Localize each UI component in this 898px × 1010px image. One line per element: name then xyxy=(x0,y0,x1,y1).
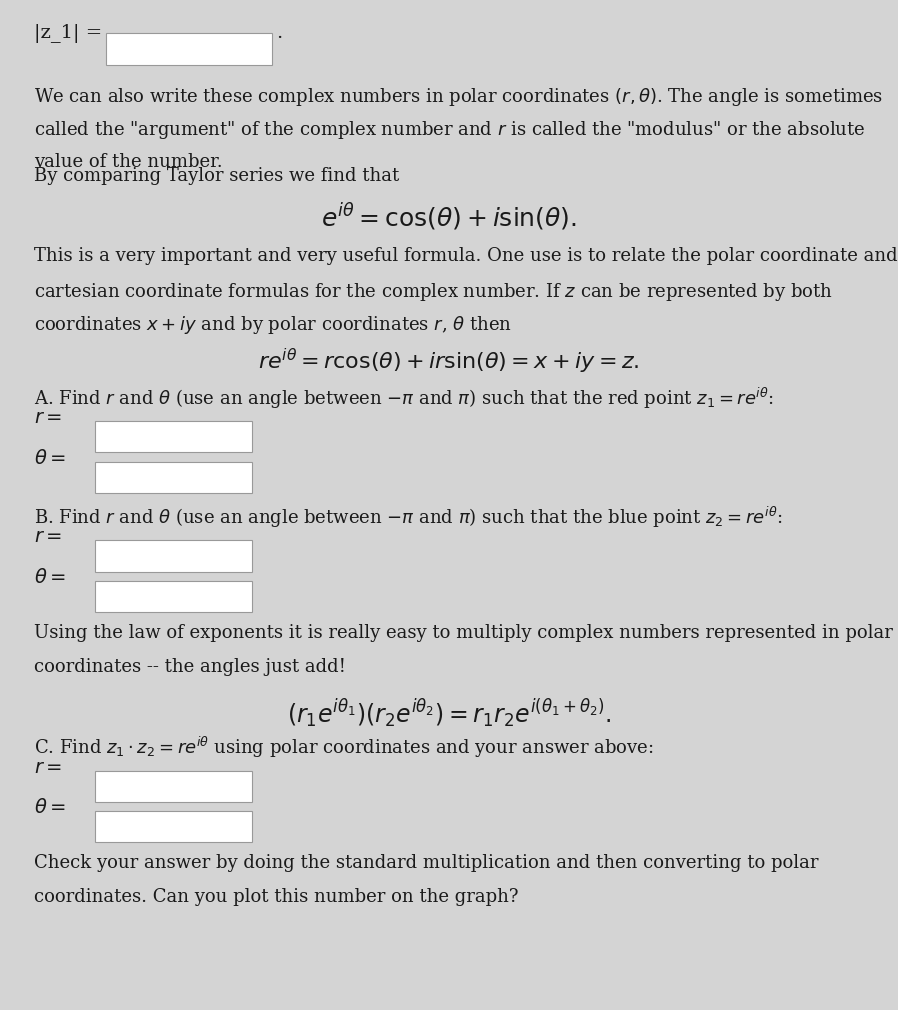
Text: value of the number.: value of the number. xyxy=(34,153,223,171)
Text: C. Find $z_1 \cdot z_2 = re^{i\theta}$ using polar coordinates and your answer a: C. Find $z_1 \cdot z_2 = re^{i\theta}$ u… xyxy=(34,735,654,761)
Text: We can also write these complex numbers in polar coordinates $(r, \theta)$. The : We can also write these complex numbers … xyxy=(34,86,884,108)
FancyBboxPatch shape xyxy=(95,581,252,612)
Text: .: . xyxy=(276,24,282,42)
Text: Check your answer by doing the standard multiplication and then converting to po: Check your answer by doing the standard … xyxy=(34,854,819,873)
Text: Using the law of exponents it is really easy to multiply complex numbers represe: Using the law of exponents it is really … xyxy=(34,624,893,642)
Text: $e^{i\theta} = \cos(\theta) + i\sin(\theta).$: $e^{i\theta} = \cos(\theta) + i\sin(\the… xyxy=(321,202,577,233)
Text: $r = $: $r = $ xyxy=(34,528,62,546)
Text: coordinates $x + iy$ and by polar coordinates $r$, $\theta$ then: coordinates $x + iy$ and by polar coordi… xyxy=(34,314,512,336)
FancyBboxPatch shape xyxy=(95,462,252,493)
FancyBboxPatch shape xyxy=(95,540,252,572)
Text: This is a very important and very useful formula. One use is to relate the polar: This is a very important and very useful… xyxy=(34,247,898,266)
FancyBboxPatch shape xyxy=(95,421,252,452)
Text: $(r_1 e^{i\theta_1})(r_2 e^{i\theta_2}) = r_1 r_2 e^{i(\theta_1+\theta_2)}.$: $(r_1 e^{i\theta_1})(r_2 e^{i\theta_2}) … xyxy=(286,697,612,729)
Text: B. Find $r$ and $\theta$ (use an angle between $-\pi$ and $\pi$) such that the b: B. Find $r$ and $\theta$ (use an angle b… xyxy=(34,505,783,530)
Text: $re^{i\theta} = r\cos(\theta) + ir\sin(\theta) = x + iy = z.$: $re^{i\theta} = r\cos(\theta) + ir\sin(\… xyxy=(259,346,639,376)
Text: $\theta = $: $\theta = $ xyxy=(34,568,66,587)
FancyBboxPatch shape xyxy=(106,33,272,65)
Text: coordinates. Can you plot this number on the graph?: coordinates. Can you plot this number on… xyxy=(34,888,519,906)
Text: By comparing Taylor series we find that: By comparing Taylor series we find that xyxy=(34,167,400,185)
Text: coordinates -- the angles just add!: coordinates -- the angles just add! xyxy=(34,658,346,676)
Text: A. Find $r$ and $\theta$ (use an angle between $-\pi$ and $\pi$) such that the r: A. Find $r$ and $\theta$ (use an angle b… xyxy=(34,386,774,411)
FancyBboxPatch shape xyxy=(95,771,252,802)
Text: $r = $: $r = $ xyxy=(34,409,62,427)
Text: $r = $: $r = $ xyxy=(34,759,62,777)
Text: $\theta = $: $\theta = $ xyxy=(34,798,66,817)
Text: $\theta = $: $\theta = $ xyxy=(34,448,66,468)
Text: called the "argument" of the complex number and $r$ is called the "modulus" or t: called the "argument" of the complex num… xyxy=(34,119,866,141)
Text: |z_1| =: |z_1| = xyxy=(34,24,109,43)
Text: cartesian coordinate formulas for the complex number. If $z$ can be represented : cartesian coordinate formulas for the co… xyxy=(34,281,833,303)
FancyBboxPatch shape xyxy=(95,811,252,842)
